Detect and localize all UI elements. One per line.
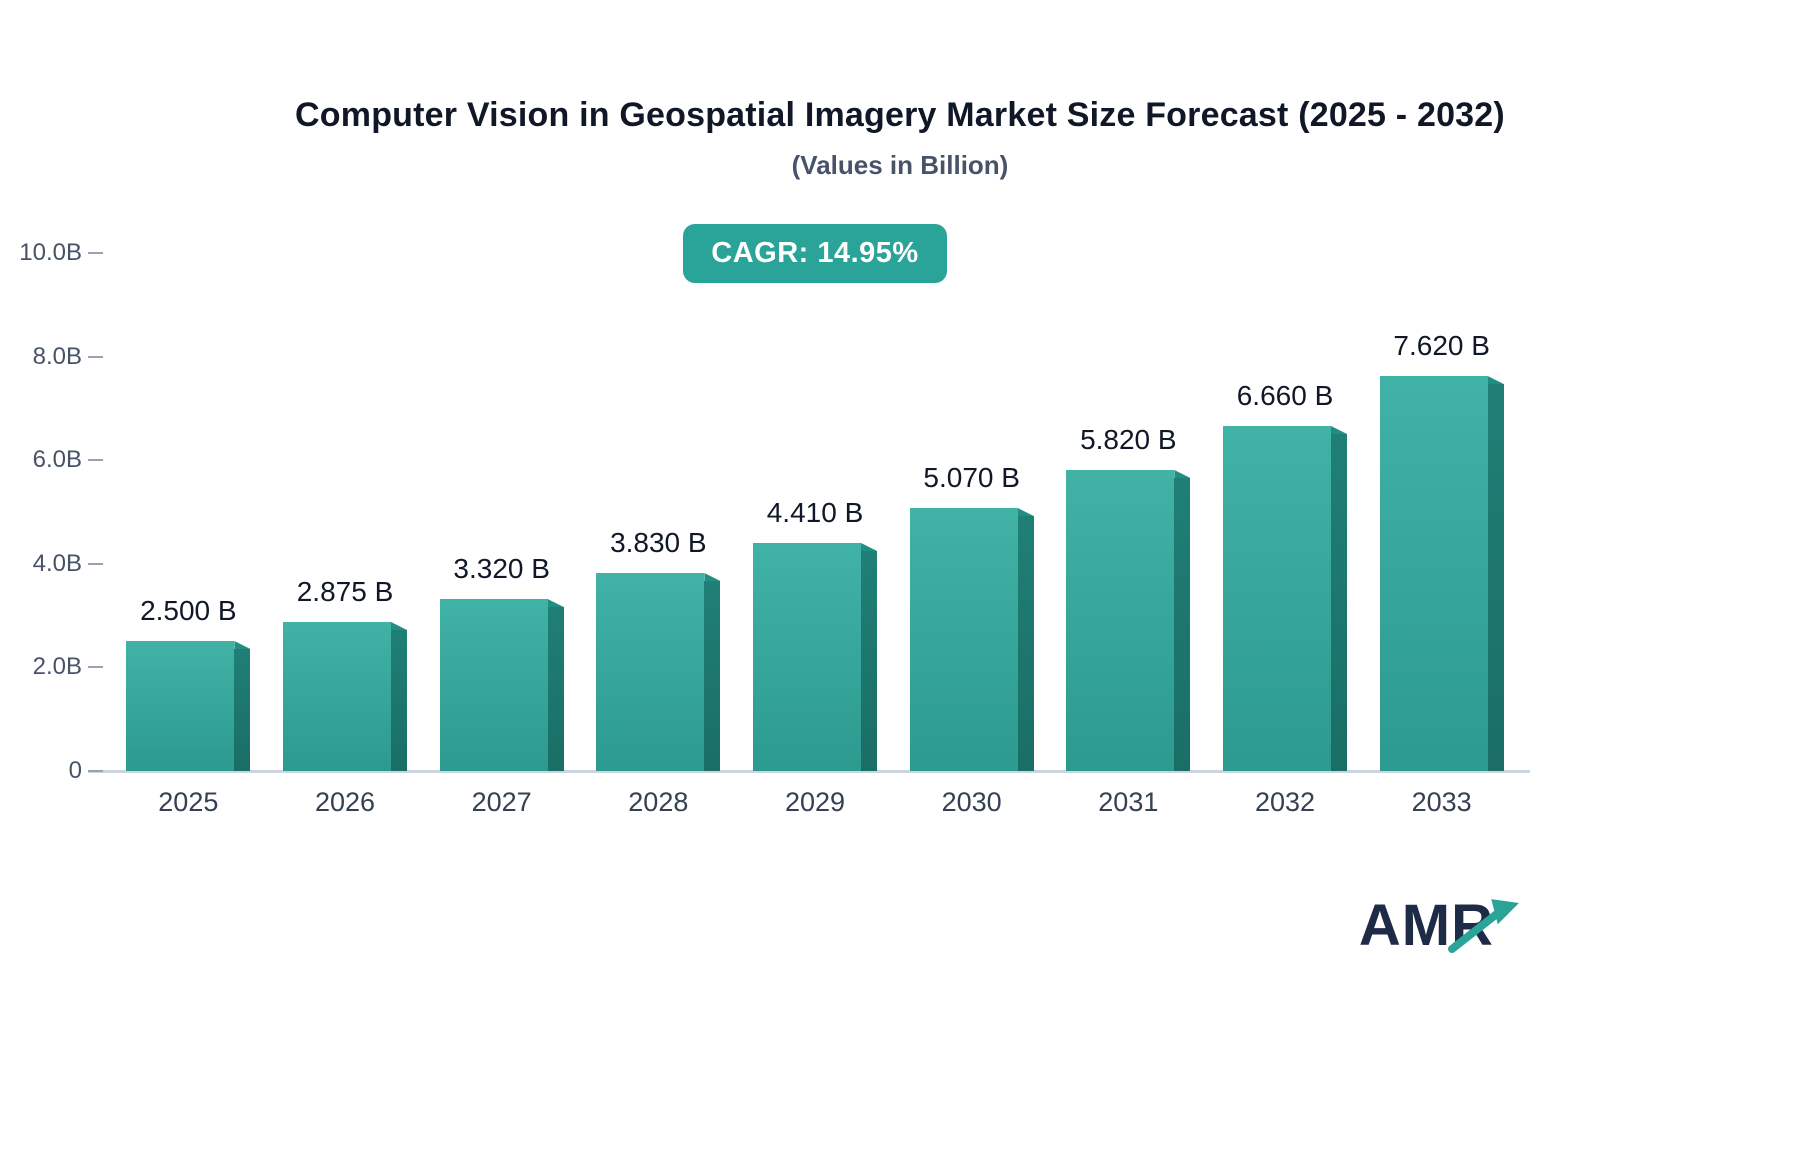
bar-2027 [439,599,564,771]
bar-front-face [752,543,861,771]
bar-group-2032: 6.660 B [1207,253,1364,771]
y-axis-tick-label: 6.0B [32,446,82,474]
bar-2032 [1222,426,1347,771]
bar-value-label: 5.070 B [923,462,1020,493]
x-axis-label-2033: 2033 [1411,787,1472,817]
bar-value-label: 2.875 B [296,576,394,607]
y-axis-tick-label: 0 [68,757,82,784]
amr-logo: AMR [1358,892,1519,959]
bar-value-label: 7.620 B [1393,330,1490,361]
bar-value-label: 3.830 B [610,527,707,558]
bar-top-face [1330,426,1347,434]
bar-group-2026: 2.875 B [267,253,424,771]
amr-logo-arrow-icon [1448,899,1519,953]
bar-side-face [860,551,877,771]
chart-title: Computer Vision in Geospatial Imagery Ma… [295,96,1505,134]
x-axis-line [88,770,1530,773]
x-axis-label-2030: 2030 [941,787,1002,817]
bar-front-face [1066,470,1175,771]
bar-top-face [1174,470,1191,478]
bar-top-face [547,599,564,607]
bar-top-face [860,543,877,551]
bar-2025 [126,641,251,771]
y-axis-tick-mark [88,666,103,669]
bar-side-face [1017,516,1034,771]
y-axis-tick-label: 2.0B [32,653,82,681]
y-axis-tick-mark [88,459,103,462]
bar-front-face [439,599,548,771]
bar-group-2033: 7.620 B [1363,253,1520,771]
bar-value-label: 2.500 B [140,595,237,626]
x-axis-label-2025: 2025 [158,787,219,817]
bar-2028 [596,573,721,771]
cagr-badge: CAGR: 14.95% [683,224,947,283]
y-axis-tick-label: 8.0B [32,342,82,370]
bar-2029 [752,543,877,771]
bar-group-2028: 3.830 B [580,253,737,771]
x-axis-label-2032: 2032 [1254,787,1316,817]
amr-logo-text: AMR [1358,893,1494,958]
bar-side-face [704,581,721,771]
x-axis-label-2027: 2027 [471,787,532,817]
bar-side-face [1487,384,1504,771]
bar-top-face [390,622,407,630]
bar-group-2025: 2.500 B [110,253,267,771]
x-axis-label-2031: 2031 [1098,787,1159,817]
bar-side-face [547,607,564,771]
bar-front-face [1222,426,1331,771]
bar-side-face [1330,434,1347,771]
y-axis-tick-label: 4.0B [32,549,82,577]
bar-2031 [1066,470,1191,771]
bar-top-face [1487,376,1504,384]
cagr-badge-row: CAGR: 14.95% [110,224,1520,283]
bar-front-face [909,508,1018,771]
bar-top-face [234,641,251,649]
bar-side-face [390,630,407,771]
bar-side-face [1174,478,1191,771]
bar-value-label: 6.660 B [1236,380,1334,411]
y-axis-tick-mark [88,252,103,254]
bar-value-label: 5.820 B [1080,424,1177,455]
bar-group-2027: 3.320 B [423,253,580,771]
bar-group-2029: 4.410 B [737,253,894,771]
bar-front-face [1379,376,1488,771]
bar-2033 [1379,376,1504,771]
bar-front-face [126,641,235,771]
bar-front-face [596,573,705,771]
bar-front-face [282,622,391,771]
bar-top-face [704,573,721,581]
y-axis-tick-label: 10.0B [19,239,82,266]
y-axis-tick-mark [88,770,103,772]
y-axis-tick-mark [88,355,103,358]
plot-area: 10.0B 8.0B 6.0B 4.0B 2.0B 0 2.500 B 2025 2.875 B… [19,239,1530,817]
y-axis-tick-mark [88,562,103,565]
x-axis-label-2029: 2029 [784,787,846,817]
x-axis-label-2026: 2026 [314,787,376,817]
bar-2026 [282,622,407,771]
bar-value-label: 3.320 B [453,553,550,584]
chart-subtitle: (Values in Billion) [791,150,1009,180]
bar-value-label: 4.410 B [766,497,864,528]
bar-side-face [234,649,251,771]
bar-group-2031: 5.820 B [1050,253,1207,771]
x-axis-label-2028: 2028 [628,787,689,817]
bar-group-2030: 5.070 B [893,253,1050,771]
bar-top-face [1017,508,1034,516]
bar-2030 [909,508,1034,771]
